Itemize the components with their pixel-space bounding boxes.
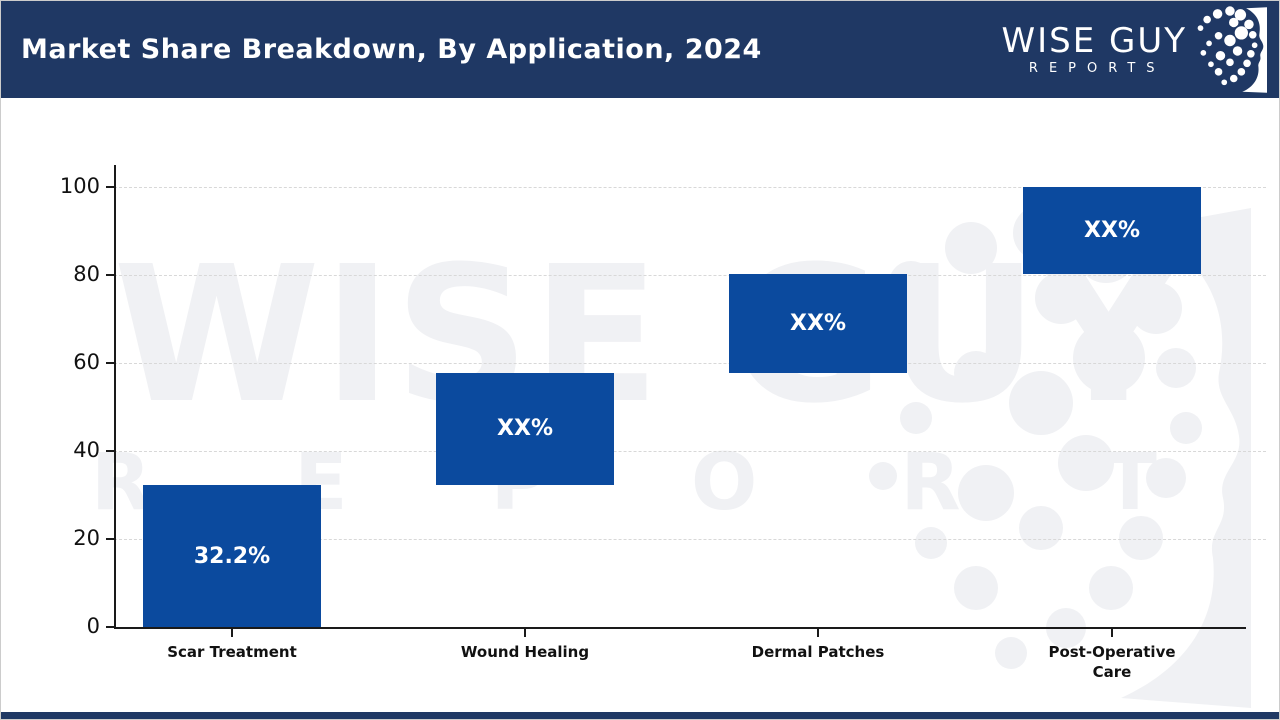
x-tick-label: Wound Healing [460, 643, 590, 661]
x-tick-label: Dermal Patches [751, 643, 885, 661]
x-tick-label: Post-Operative Care [1048, 643, 1176, 682]
gridline-y80 [114, 275, 1266, 276]
y-tick-mark [106, 450, 114, 452]
y-tick-label: 80 [73, 262, 100, 286]
x-tick-mark [1111, 629, 1113, 637]
x-tick-label: Scar Treatment [167, 643, 297, 661]
logo-text: WISE GUY REPORTS [1001, 24, 1187, 76]
bar-value-label: 32.2% [193, 543, 271, 569]
x-axis-line [114, 627, 1246, 629]
footer-bar [1, 712, 1279, 719]
y-tick-mark [106, 626, 114, 628]
bar-wound-healing: XX% [436, 372, 614, 486]
bar-value-label: XX% [1084, 218, 1140, 244]
gridline-y40 [114, 451, 1266, 452]
wise-guy-logo: WISE GUY REPORTS [1001, 5, 1279, 94]
gridline-y60 [114, 363, 1266, 364]
x-tick-mark [231, 629, 233, 637]
x-tick-mark [817, 629, 819, 637]
y-tick-label: 100 [59, 174, 100, 198]
bar-post-operative-care: XX% [1023, 187, 1201, 275]
watermark-wordmark: WISE GUY [113, 226, 1179, 445]
y-tick-mark [106, 186, 114, 188]
x-tick-mark [524, 629, 526, 637]
y-tick-mark [106, 362, 114, 364]
logo-face-icon [1197, 5, 1267, 93]
header-bar: Market Share Breakdown, By Application, … [1, 1, 1279, 98]
logo-wordmark: WISE GUY [1001, 20, 1187, 61]
bar-value-label: XX% [497, 416, 553, 442]
y-tick-label: 60 [73, 350, 100, 374]
y-tick-label: 0 [86, 614, 100, 638]
y-tick-label: 40 [73, 438, 100, 462]
bar-dermal-patches: XX% [729, 274, 907, 373]
y-tick-mark [106, 538, 114, 540]
chart-plot-area: WISE GUY R E P O R T S 02040608010032.2%… [1, 98, 1279, 714]
logo-subtitle: REPORTS [1028, 60, 1166, 76]
page-title: Market Share Breakdown, By Application, … [21, 34, 762, 65]
bar-value-label: XX% [790, 310, 846, 336]
gridline-y100 [114, 187, 1266, 188]
y-tick-label: 20 [73, 526, 100, 550]
y-axis-line [114, 165, 116, 629]
bar-scar-treatment: 32.2% [143, 485, 321, 627]
gridline-y20 [114, 539, 1266, 540]
y-tick-mark [106, 274, 114, 276]
